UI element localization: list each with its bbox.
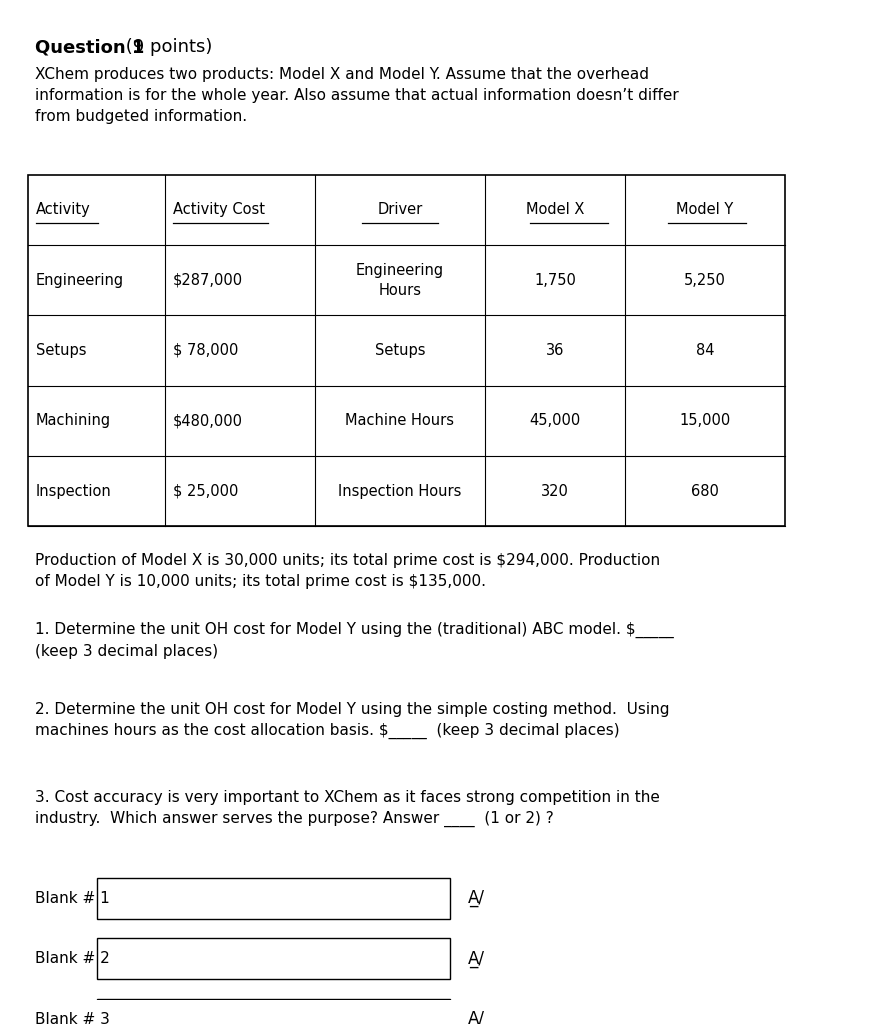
Text: $480,000: $480,000 [173, 414, 243, 428]
Bar [97, 998, 450, 1024]
Text: 320: 320 [541, 483, 569, 499]
Text: 36: 36 [546, 343, 565, 358]
Bar [28, 175, 785, 526]
Text: Activity Cost: Activity Cost [173, 203, 265, 217]
Text: 2. Determine the unit OH cost for Model Y using the simple costing method.  Usin: 2. Determine the unit OH cost for Model … [35, 701, 669, 739]
Text: Blank # 1: Blank # 1 [35, 891, 109, 905]
Text: Blank # 2: Blank # 2 [35, 951, 109, 966]
Text: Engineering: Engineering [36, 272, 124, 288]
Text: $ 25,000: $ 25,000 [173, 483, 238, 499]
Text: Driver: Driver [377, 203, 422, 217]
Text: 3. Cost accuracy is very important to XChem as it faces strong competition in th: 3. Cost accuracy is very important to XC… [35, 790, 660, 827]
Text: Machining: Machining [36, 414, 111, 428]
Text: Inspection: Inspection [36, 483, 112, 499]
Text: Machine Hours: Machine Hours [346, 414, 454, 428]
Text: $287,000: $287,000 [173, 272, 243, 288]
Text: Activity: Activity [36, 203, 91, 217]
Text: XChem produces two products: Model X and Model Y. Assume that the overhead
infor: XChem produces two products: Model X and… [35, 68, 678, 124]
Text: $ 78,000: $ 78,000 [173, 343, 238, 358]
Text: 45,000: 45,000 [529, 414, 581, 428]
Text: Model X: Model X [525, 203, 584, 217]
Text: 84: 84 [696, 343, 714, 358]
Text: Engineering
Hours: Engineering Hours [356, 263, 444, 298]
Text: A̲/: A̲/ [468, 949, 485, 968]
Text: Inspection Hours: Inspection Hours [339, 483, 461, 499]
Bar [97, 938, 450, 979]
Text: Setups: Setups [36, 343, 86, 358]
Text: Model Y: Model Y [677, 203, 733, 217]
Bar [97, 878, 450, 919]
Text: 1,750: 1,750 [534, 272, 576, 288]
Text: 5,250: 5,250 [684, 272, 726, 288]
Text: A̲/: A̲/ [468, 889, 485, 907]
Text: (9 points): (9 points) [120, 38, 212, 56]
Text: Question 1: Question 1 [35, 38, 144, 56]
Text: 15,000: 15,000 [679, 414, 731, 428]
Text: 680: 680 [691, 483, 719, 499]
Text: Production of Model X is 30,000 units; its total prime cost is $294,000. Product: Production of Model X is 30,000 units; i… [35, 554, 661, 590]
Text: A̲/: A̲/ [468, 1010, 485, 1024]
Text: Setups: Setups [375, 343, 425, 358]
Text: Blank # 3: Blank # 3 [35, 1012, 110, 1024]
Text: 1. Determine the unit OH cost for Model Y using the (traditional) ABC model. $__: 1. Determine the unit OH cost for Model … [35, 622, 674, 659]
